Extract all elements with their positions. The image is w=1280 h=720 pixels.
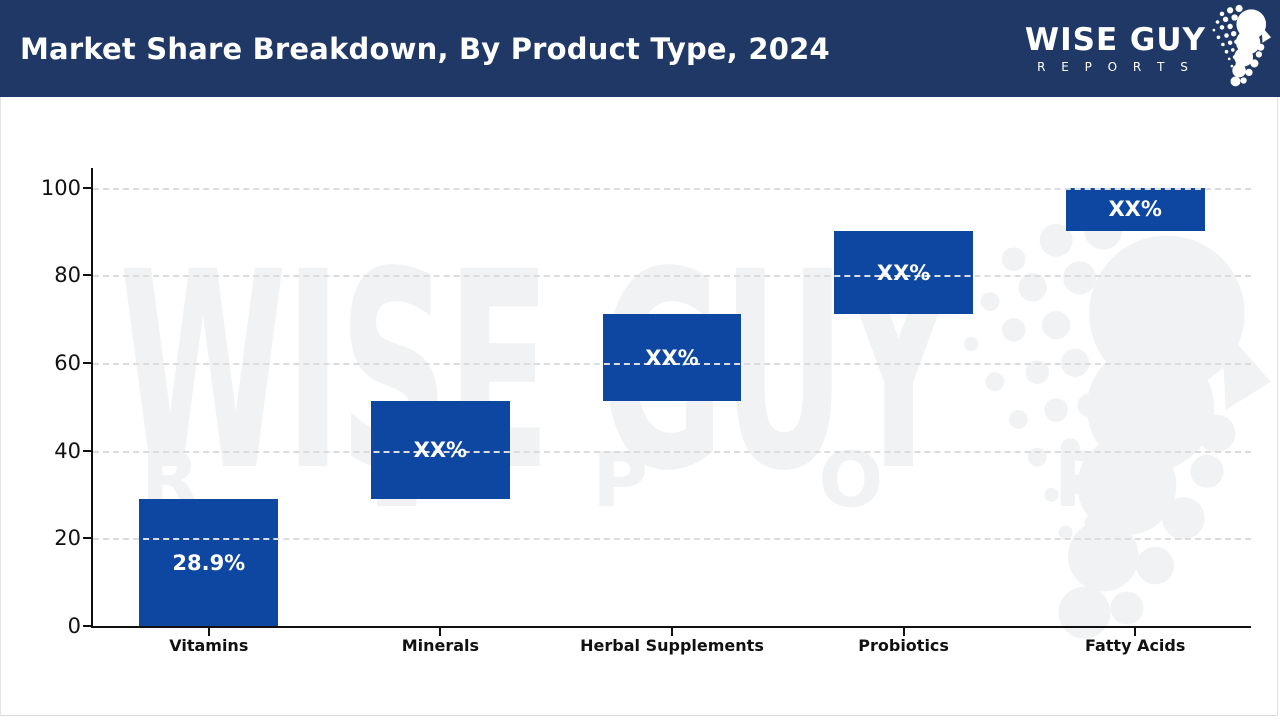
x-axis-label: Minerals	[401, 636, 480, 655]
y-axis-tick	[83, 186, 91, 189]
x-axis-tick	[207, 628, 210, 636]
page-title: Market Share Breakdown, By Product Type,…	[20, 31, 830, 66]
gridline	[93, 450, 1251, 453]
plot-area: 28.9% Vitamins XX% Minerals XX% Herbal Supple…	[41, 168, 1251, 655]
bar-value-label: 28.9%	[172, 550, 246, 575]
x-axis-tick	[671, 628, 673, 636]
x-axis-tick	[902, 628, 905, 636]
y-axis-tick	[83, 537, 91, 540]
x-axis-label: Fatty Acids	[1084, 636, 1186, 655]
bar-minerals	[370, 400, 510, 500]
x-axis-tick	[439, 628, 442, 636]
gridline	[93, 538, 1251, 541]
y-axis-label: 80	[54, 263, 81, 288]
watermark-face-icon	[964, 212, 1271, 639]
gridline	[93, 187, 1251, 190]
dotted-face-profile-icon	[1212, 4, 1272, 87]
y-axis-label: 20	[54, 526, 81, 551]
y-axis-label: 40	[54, 438, 81, 463]
bar-value-label: XX%	[876, 260, 931, 285]
bar-value-label: XX%	[413, 438, 468, 463]
wiseguy-logo: WISE GUY R E P O R T S	[1025, 4, 1272, 94]
x-axis-tick	[1134, 628, 1137, 636]
gridline	[93, 275, 1251, 278]
gridline	[93, 363, 1251, 366]
y-axis-label: 60	[54, 351, 81, 376]
bar-vitamins	[139, 499, 279, 626]
bar-herbal-supplements	[602, 314, 742, 401]
y-axis-tick	[83, 449, 91, 452]
y-axis-tick	[83, 625, 91, 627]
y-axis-label: 0	[67, 614, 81, 638]
bar-value-label: XX%	[1108, 197, 1162, 222]
y-axis-tick	[83, 274, 91, 277]
x-axis-label: Probiotics	[858, 636, 949, 655]
x-axis-label: Vitamins	[169, 636, 249, 655]
y-axis-label: 100	[40, 175, 81, 200]
watermark: WISE GUY R E P O R T S	[1, 97, 1279, 716]
logo-wordmark-line2: R E P O R T S	[1037, 60, 1194, 74]
bar-fatty-acids	[1065, 187, 1205, 231]
watermark-line1: WISE GUY	[119, 215, 954, 531]
chart-canvas: WISE GUY R E P O R T S 28.9% Vitamins XX% M…	[0, 97, 1279, 716]
logo-wordmark-line1: WISE GUY	[1024, 22, 1206, 58]
bar-value-label: XX%	[645, 345, 699, 370]
x-axis-label: Herbal Supplements	[580, 636, 764, 655]
logo-wordmark: WISE GUY R E P O R T S	[1024, 22, 1206, 74]
bar-probiotics	[834, 230, 974, 315]
y-axis-tick	[83, 362, 91, 365]
header-banner: Market Share Breakdown, By Product Type,…	[0, 0, 1280, 97]
